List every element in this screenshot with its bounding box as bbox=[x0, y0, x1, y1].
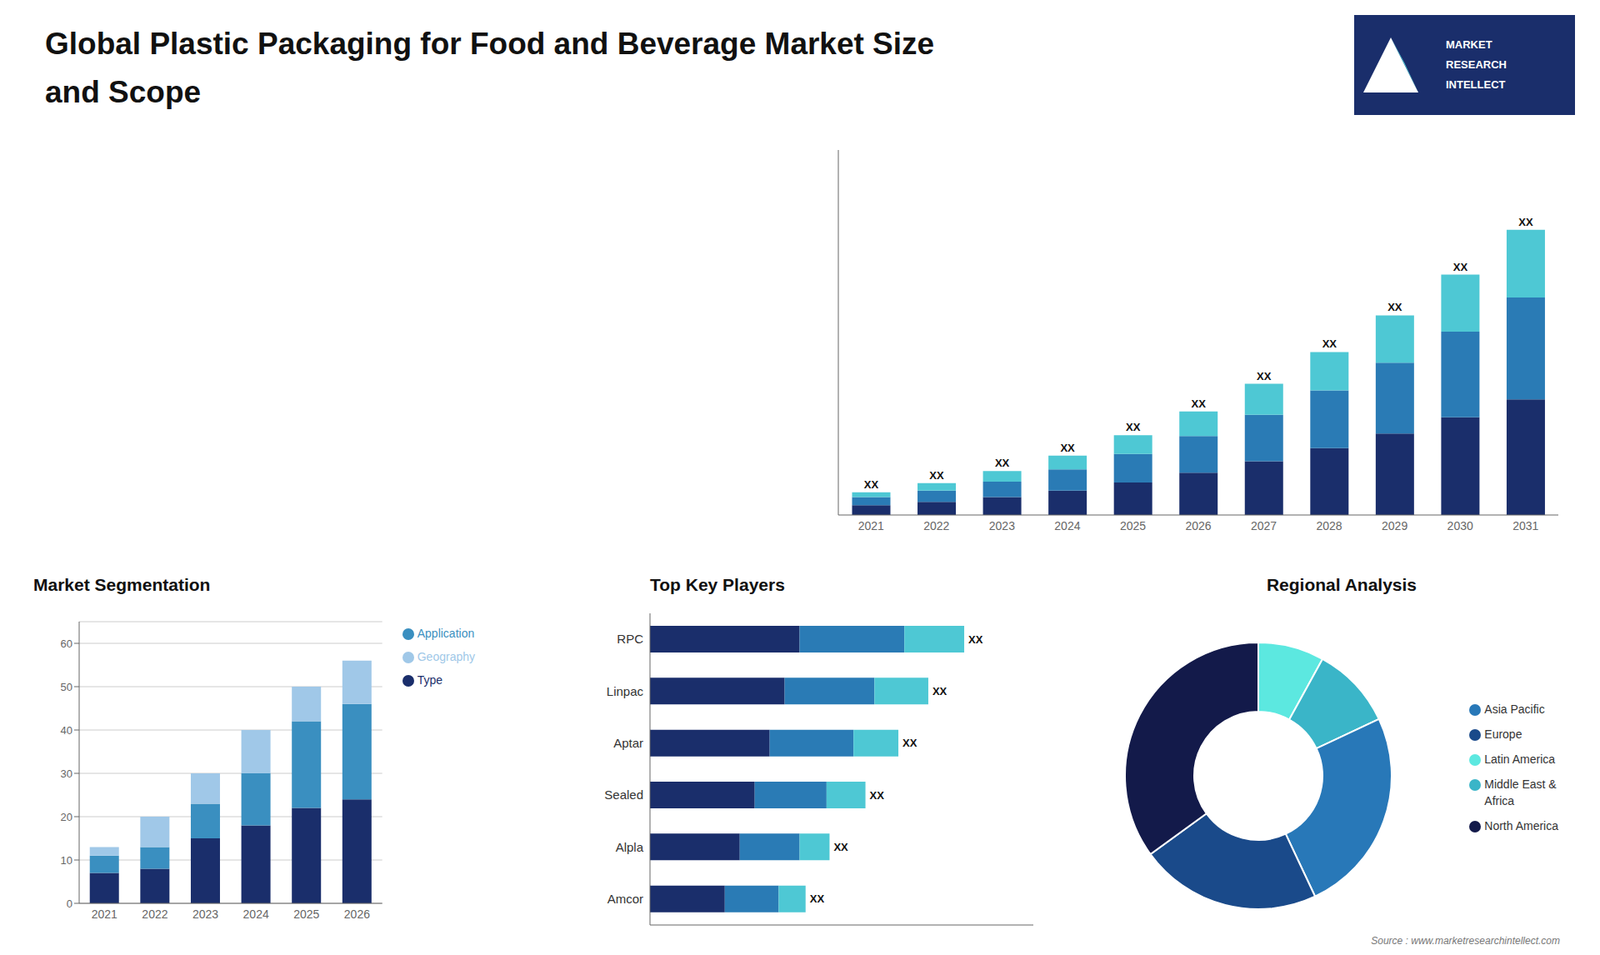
svg-text:RPC: RPC bbox=[616, 631, 644, 646]
html-text:Middle East & Africa: Middle East & Africa bbox=[1484, 777, 1557, 808]
svg-text:2026: 2026 bbox=[344, 907, 370, 921]
html-text:Asia Pacific: Asia Pacific bbox=[1484, 702, 1545, 716]
svg-text:XX: XX bbox=[833, 840, 849, 854]
svg-text:XX: XX bbox=[810, 892, 825, 905]
html-text:Europe: Europe bbox=[1484, 727, 1523, 741]
svg-text:50: 50 bbox=[60, 680, 73, 694]
html-text:Geography: Geography bbox=[417, 650, 475, 664]
svg-text:2021: 2021 bbox=[91, 907, 118, 921]
svg-text:XX: XX bbox=[968, 633, 984, 646]
svg-text:XX: XX bbox=[929, 469, 945, 482]
svg-text:2024: 2024 bbox=[1054, 519, 1080, 533]
svg-text:0: 0 bbox=[66, 897, 73, 910]
svg-text:2021: 2021 bbox=[858, 519, 885, 533]
svg-text:XX: XX bbox=[932, 685, 948, 698]
html-text:North America: North America bbox=[1484, 819, 1559, 833]
html-text:Market Segmentation: Market Segmentation bbox=[33, 575, 211, 595]
svg-text:XX: XX bbox=[1125, 420, 1141, 434]
html-text:Global Plastic Packaging for F: Global Plastic Packaging for Food and Be… bbox=[45, 26, 935, 61]
svg-text:2029: 2029 bbox=[1381, 519, 1408, 533]
svg-text:2025: 2025 bbox=[293, 907, 320, 921]
svg-text:XX: XX bbox=[1453, 260, 1469, 274]
svg-text:Amcor: Amcor bbox=[607, 891, 644, 906]
svg-text:20: 20 bbox=[60, 810, 73, 824]
svg-text:XX: XX bbox=[1060, 441, 1075, 455]
svg-text:XX: XX bbox=[1518, 215, 1534, 229]
html-text:MARKET: MARKET bbox=[1445, 38, 1493, 51]
html-text:and Scope: and Scope bbox=[45, 75, 201, 110]
svg-text:Aptar: Aptar bbox=[613, 735, 644, 750]
svg-text:XX: XX bbox=[1191, 397, 1207, 410]
svg-text:2022: 2022 bbox=[923, 519, 950, 533]
svg-text:40: 40 bbox=[60, 724, 73, 737]
svg-text:XX: XX bbox=[864, 478, 880, 491]
svg-text:30: 30 bbox=[60, 767, 73, 780]
svg-text:Alpla: Alpla bbox=[615, 840, 645, 855]
svg-text:10: 10 bbox=[60, 854, 73, 867]
svg-text:2026: 2026 bbox=[1185, 519, 1211, 533]
svg-text:2023: 2023 bbox=[989, 519, 1015, 533]
svg-text:2030: 2030 bbox=[1447, 519, 1474, 533]
svg-text:2022: 2022 bbox=[141, 907, 168, 921]
html-text:Regional Analysis: Regional Analysis bbox=[1266, 575, 1417, 595]
html-text:Latin America: Latin America bbox=[1484, 752, 1556, 766]
html-text:Type: Type bbox=[417, 673, 443, 687]
svg-text:2027: 2027 bbox=[1250, 519, 1277, 533]
svg-text:2031: 2031 bbox=[1512, 519, 1539, 533]
svg-text:XX: XX bbox=[902, 736, 918, 750]
svg-text:2028: 2028 bbox=[1316, 519, 1343, 533]
svg-text:Sealed: Sealed bbox=[604, 787, 644, 802]
svg-text:XX: XX bbox=[1322, 337, 1338, 350]
svg-text:XX: XX bbox=[995, 456, 1010, 470]
html-text:INTELLECT: INTELLECT bbox=[1445, 78, 1506, 91]
html-text:Application: Application bbox=[417, 626, 475, 640]
svg-text:2024: 2024 bbox=[243, 907, 270, 921]
svg-text:XX: XX bbox=[1256, 370, 1272, 383]
svg-text:60: 60 bbox=[60, 637, 73, 650]
html-text:Top Key Players: Top Key Players bbox=[650, 575, 785, 595]
svg-text:2025: 2025 bbox=[1120, 519, 1146, 533]
html-text:Source : www.marketresearchint: Source : www.marketresearchintellect.com bbox=[1371, 935, 1560, 947]
svg-text:2023: 2023 bbox=[192, 907, 219, 921]
svg-text:Linpac: Linpac bbox=[606, 684, 645, 699]
html-text:RESEARCH: RESEARCH bbox=[1445, 58, 1507, 71]
svg-text:XX: XX bbox=[1387, 300, 1403, 314]
svg-text:XX: XX bbox=[870, 789, 885, 802]
